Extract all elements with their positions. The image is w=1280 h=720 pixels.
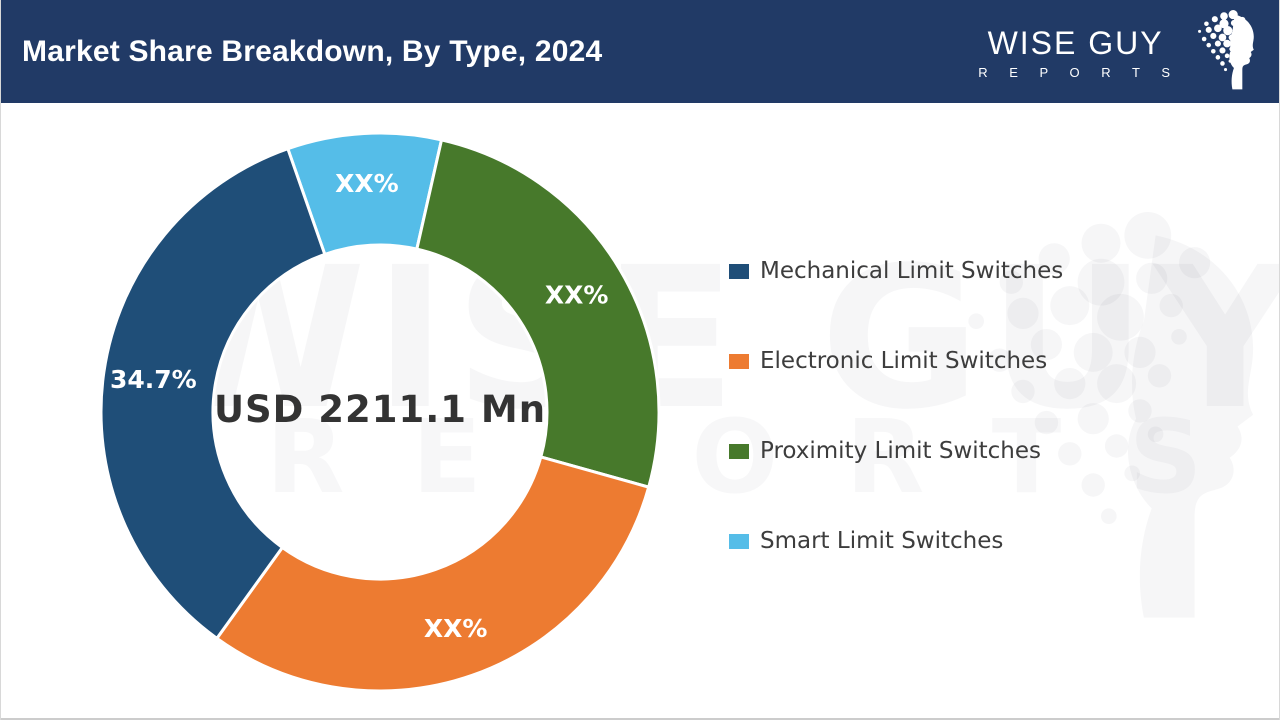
- legend-swatch-icon: [729, 533, 749, 549]
- donut-slice-electronic-limit-switches: [214, 455, 651, 693]
- logo-subtitle: R E P O R T S: [978, 64, 1179, 80]
- legend-item: Smart Limit Switches: [729, 526, 1063, 556]
- legend-item: Mechanical Limit Switches: [729, 256, 1063, 286]
- logo-wordmark: WISE GUY: [987, 24, 1164, 61]
- chart-center-value: USD 2211.1 Mn: [213, 388, 547, 431]
- legend-item-label: Mechanical Limit Switches: [760, 258, 1064, 284]
- wiseguy-logo: WISE GUY R E P O R T S: [972, 10, 1265, 94]
- page-title: Market Share Breakdown, By Type, 2024: [22, 35, 603, 68]
- legend-item-label: Proximity Limit Switches: [760, 438, 1042, 464]
- slice-percentage-label: XX%: [545, 280, 609, 309]
- slice-percentage-label: XX%: [335, 169, 399, 198]
- legend-item-label: Smart Limit Switches: [760, 528, 1004, 554]
- legend-swatch-icon: [729, 263, 749, 279]
- legend-item: Proximity Limit Switches: [729, 436, 1063, 466]
- legend-item: Electronic Limit Switches: [729, 346, 1063, 376]
- donut-slice-mechanical-limit-switches: [99, 146, 327, 641]
- slice-percentage-label: XX%: [424, 614, 488, 643]
- legend-swatch-icon: [729, 443, 749, 459]
- legend-swatch-icon: [729, 353, 749, 369]
- header-bar: Market Share Breakdown, By Type, 2024 WI…: [1, 0, 1279, 103]
- slice-percentage-label: 34.7%: [110, 365, 197, 394]
- donut-slice-proximity-limit-switches: [415, 138, 661, 489]
- wiseguy-face-icon: [1183, 10, 1265, 94]
- chart-legend: Mechanical Limit Switches Electronic Lim…: [729, 256, 1063, 616]
- legend-item-label: Electronic Limit Switches: [760, 348, 1048, 374]
